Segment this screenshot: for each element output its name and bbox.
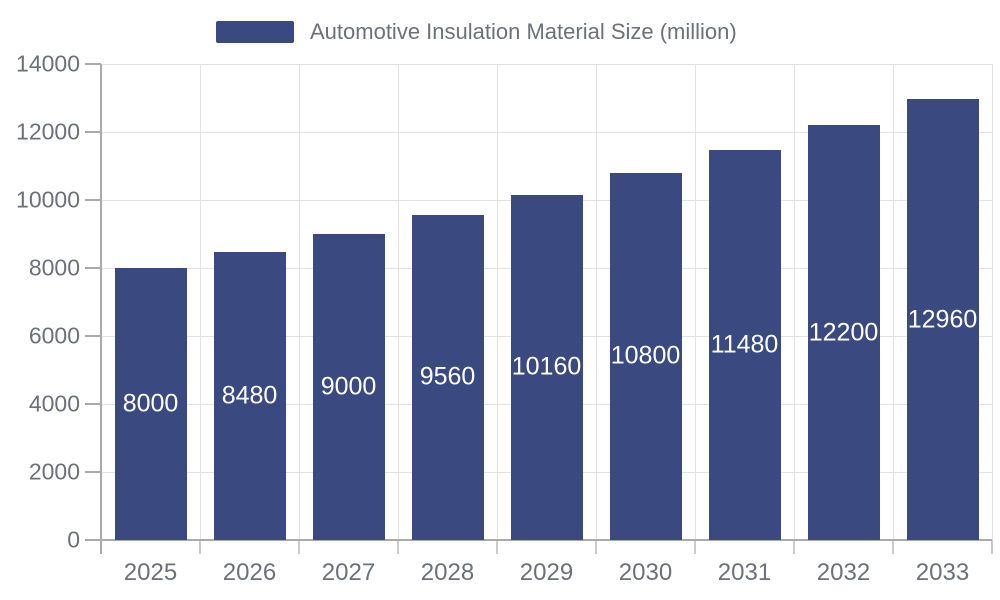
x-axis-tick-label: 2026 [222, 559, 277, 586]
gridline-vertical [694, 64, 696, 540]
y-axis-tick [85, 335, 101, 337]
y-axis-line [100, 64, 102, 554]
x-axis-tick [595, 540, 597, 554]
bar-value-label: 8480 [221, 381, 278, 410]
y-axis-tick [85, 471, 101, 473]
y-axis-tick-label: 14000 [16, 50, 80, 77]
y-axis-tick [85, 131, 101, 133]
x-axis-tick-label: 2027 [321, 559, 376, 586]
x-axis-tick-label: 2029 [519, 559, 574, 586]
x-axis-tick [694, 540, 696, 554]
x-axis-tick-label: 2028 [420, 559, 475, 586]
x-axis-tick [397, 540, 399, 554]
gridline-vertical [199, 64, 201, 540]
bar-value-label: 11480 [710, 330, 779, 359]
bar-value-label: 10800 [610, 341, 681, 370]
x-axis-tick [991, 540, 993, 554]
y-axis-tick [85, 267, 101, 269]
bar[interactable] [609, 172, 682, 540]
bar[interactable] [213, 251, 286, 540]
y-axis-tick [85, 63, 101, 65]
x-axis-tick-label: 2032 [816, 559, 871, 586]
bar[interactable] [312, 234, 385, 540]
gridline-vertical [298, 64, 300, 540]
bar-value-label: 9000 [320, 372, 377, 401]
y-axis-tick-label: 12000 [16, 118, 80, 145]
bar-value-label: 10160 [511, 352, 582, 381]
x-axis-tick [496, 540, 498, 554]
y-axis-tick-label: 0 [67, 526, 80, 553]
y-axis-tick-label: 6000 [28, 322, 80, 349]
gridline-vertical [892, 64, 894, 540]
y-axis-tick [85, 403, 101, 405]
bar[interactable] [708, 149, 781, 540]
bar-value-label: 12960 [907, 305, 978, 334]
y-axis-tick-label: 2000 [28, 458, 80, 485]
y-axis-tick [85, 199, 101, 201]
x-axis-tick [199, 540, 201, 554]
bar[interactable] [114, 268, 187, 540]
bar-value-label: 8000 [122, 389, 179, 418]
legend-swatch-icon [216, 21, 294, 43]
y-axis-tick-label: 4000 [28, 390, 80, 417]
gridline-horizontal [101, 63, 992, 65]
legend-label: Automotive Insulation Material Size (mil… [310, 19, 737, 44]
x-axis-tick-label: 2025 [123, 559, 178, 586]
bar[interactable] [906, 99, 979, 540]
bar-value-label: 9560 [419, 362, 476, 391]
gridline-horizontal [101, 131, 992, 133]
x-axis-tick-label: 2031 [717, 559, 772, 586]
bar[interactable] [510, 194, 583, 540]
gridline-vertical [496, 64, 498, 540]
bar-value-label: 12200 [808, 318, 879, 347]
x-axis-line [101, 539, 992, 541]
bar[interactable] [411, 214, 484, 540]
y-axis-tick-label: 8000 [28, 254, 80, 281]
gridline-vertical [793, 64, 795, 540]
y-axis-tick [85, 539, 101, 541]
x-axis-tick [892, 540, 894, 554]
x-axis-tick [793, 540, 795, 554]
x-axis-tick [298, 540, 300, 554]
legend-item[interactable]: Automotive Insulation Material Size (mil… [216, 19, 737, 45]
gridline-vertical [397, 64, 399, 540]
y-axis-tick-label: 10000 [16, 186, 80, 213]
gridline-vertical [595, 64, 597, 540]
gridline-vertical [991, 64, 993, 540]
x-axis-tick-label: 2030 [618, 559, 673, 586]
x-axis-tick-label: 2033 [915, 559, 970, 586]
bar[interactable] [807, 125, 880, 540]
